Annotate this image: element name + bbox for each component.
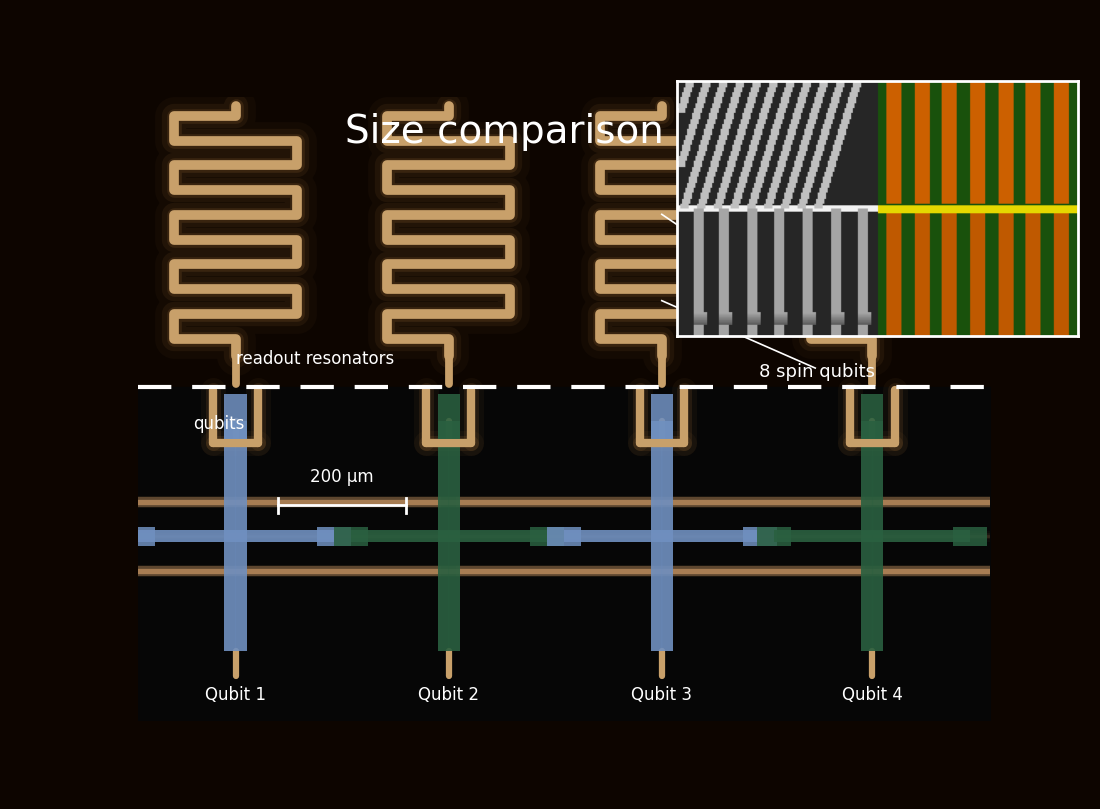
Bar [661, 421, 662, 651]
Text: Qubit 1: Qubit 1 [205, 687, 266, 705]
Bar [224, 421, 246, 651]
Bar [448, 421, 450, 651]
Text: Size comparison: Size comparison [344, 112, 663, 150]
Bar [871, 421, 873, 651]
Bar [651, 421, 673, 651]
Text: qubits: qubits [192, 415, 244, 433]
Bar [757, 527, 791, 545]
Bar [661, 421, 663, 651]
Text: Qubit 3: Qubit 3 [631, 687, 692, 705]
Bar [651, 394, 673, 438]
Bar [438, 421, 460, 651]
Bar [563, 530, 760, 543]
Bar [530, 527, 563, 545]
Bar [742, 527, 777, 545]
Text: readout resonators: readout resonators [235, 350, 394, 368]
Bar [333, 527, 367, 545]
Bar [317, 527, 351, 545]
Bar [438, 394, 460, 438]
Bar [121, 527, 154, 545]
Bar [774, 530, 970, 543]
Text: Qubit 4: Qubit 4 [842, 687, 903, 705]
Bar [871, 421, 873, 651]
Bar [351, 530, 547, 543]
Bar [448, 421, 450, 651]
Bar [954, 527, 988, 545]
Bar [138, 530, 333, 543]
Text: 200 μm: 200 μm [310, 468, 374, 486]
Text: Qubit 2: Qubit 2 [418, 687, 480, 705]
Text: 8 spin qubits: 8 spin qubits [759, 363, 876, 381]
Bar [861, 421, 883, 651]
Bar [234, 421, 236, 651]
Bar [224, 394, 246, 438]
Bar [861, 394, 883, 438]
Bar [547, 527, 581, 545]
Bar [234, 421, 236, 651]
